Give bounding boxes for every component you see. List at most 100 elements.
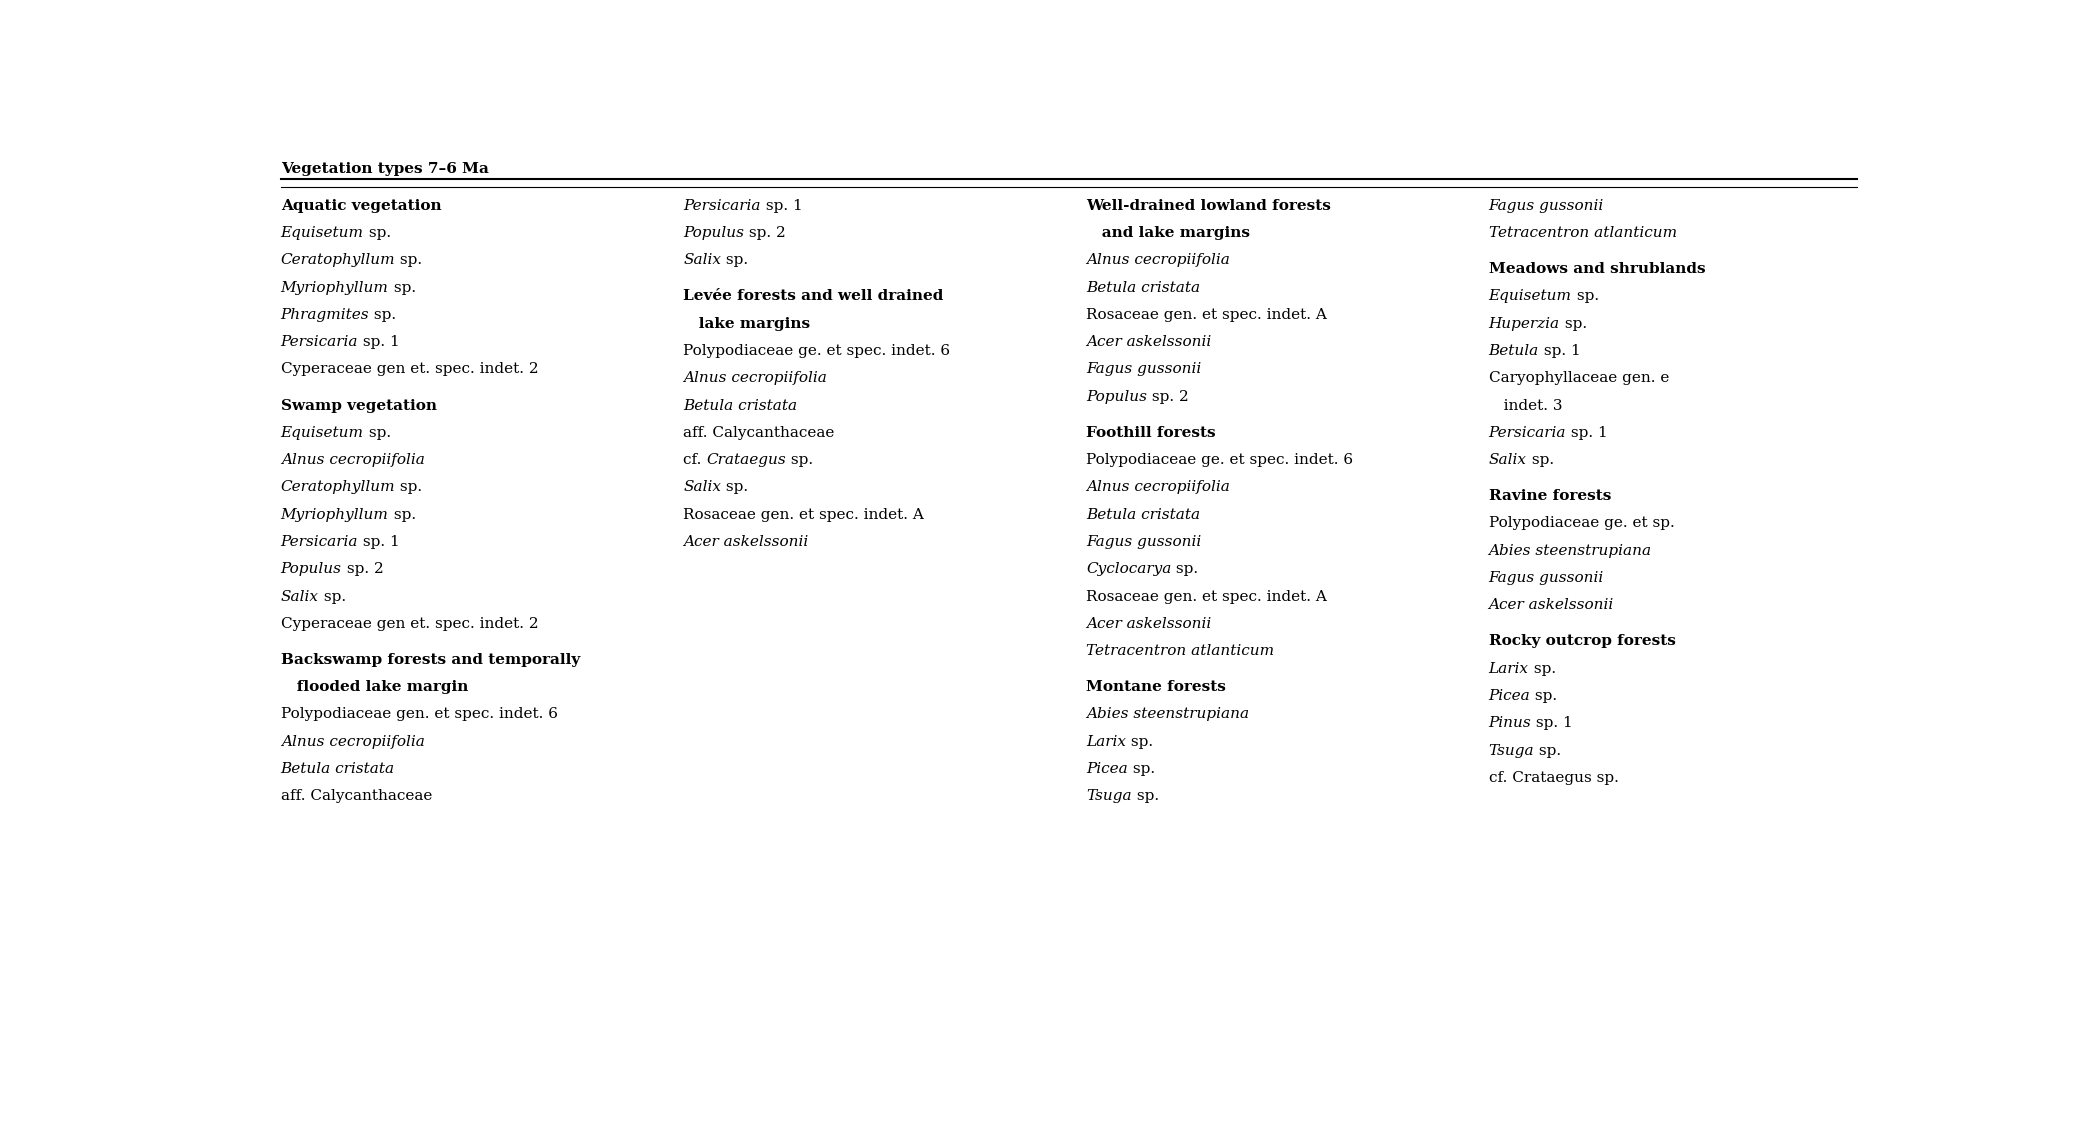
Text: sp.: sp. [1527, 453, 1554, 467]
Text: Polypodiaceae ge. et spec. indet. 6: Polypodiaceae ge. et spec. indet. 6 [684, 344, 950, 358]
Text: Caryophyllaceae gen. e: Caryophyllaceae gen. e [1488, 371, 1669, 385]
Text: Betula cristata: Betula cristata [1087, 507, 1199, 521]
Text: Picea: Picea [1488, 689, 1529, 703]
Text: Equisetum: Equisetum [281, 226, 364, 240]
Text: Rosaceae gen. et spec. indet. A: Rosaceae gen. et spec. indet. A [684, 507, 925, 521]
Text: sp.: sp. [1133, 790, 1160, 804]
Text: Larix: Larix [1087, 735, 1126, 749]
Text: Acer askelssonii: Acer askelssonii [1488, 598, 1615, 613]
Text: Persicaria: Persicaria [684, 199, 761, 213]
Text: and lake margins: and lake margins [1087, 226, 1249, 240]
Text: aff. Calycanthaceae: aff. Calycanthaceae [281, 790, 432, 804]
Text: sp.: sp. [395, 480, 422, 495]
Text: sp. 1: sp. 1 [357, 535, 399, 549]
Text: Tetracentron atlanticum: Tetracentron atlanticum [1087, 645, 1274, 658]
Text: sp. 1: sp. 1 [1567, 426, 1608, 440]
Text: Acer askelssonii: Acer askelssonii [1087, 617, 1211, 631]
Text: Alnus cecropiifolia: Alnus cecropiifolia [1087, 480, 1230, 495]
Text: sp.: sp. [389, 507, 416, 521]
Text: Ravine forests: Ravine forests [1488, 489, 1610, 503]
Text: sp. 2: sp. 2 [1147, 390, 1189, 403]
Text: sp.: sp. [721, 480, 748, 495]
Text: Betula cristata: Betula cristata [684, 399, 798, 413]
Text: sp.: sp. [1172, 562, 1199, 576]
Text: Levée forests and well drained: Levée forests and well drained [684, 289, 943, 303]
Text: Abies steenstrupiana: Abies steenstrupiana [1488, 544, 1652, 558]
Text: Polypodiaceae gen. et spec. indet. 6: Polypodiaceae gen. et spec. indet. 6 [281, 708, 557, 721]
Text: aff. Calycanthaceae: aff. Calycanthaceae [684, 426, 835, 440]
Text: Cyperaceae gen et. spec. indet. 2: Cyperaceae gen et. spec. indet. 2 [281, 362, 538, 376]
Text: Fagus gussonii: Fagus gussonii [1488, 199, 1604, 213]
Text: Salix: Salix [281, 590, 318, 604]
Text: cf.: cf. [684, 453, 707, 467]
Text: Alnus cecropiifolia: Alnus cecropiifolia [684, 371, 827, 385]
Text: Polypodiaceae ge. et spec. indet. 6: Polypodiaceae ge. et spec. indet. 6 [1087, 453, 1353, 467]
Text: cf. Crataegus sp.: cf. Crataegus sp. [1488, 770, 1619, 785]
Text: Populus: Populus [1087, 390, 1147, 403]
Text: sp.: sp. [364, 226, 391, 240]
Text: sp.: sp. [395, 254, 422, 267]
Text: Persicaria: Persicaria [281, 535, 357, 549]
Text: Cyclocarya: Cyclocarya [1087, 562, 1172, 576]
Text: Salix: Salix [1488, 453, 1527, 467]
Text: sp. 1: sp. 1 [761, 199, 802, 213]
Text: Equisetum: Equisetum [1488, 289, 1571, 303]
Text: Vegetation types 7–6 Ma: Vegetation types 7–6 Ma [281, 162, 488, 176]
Text: Ceratophyllum: Ceratophyllum [281, 480, 395, 495]
Text: sp.: sp. [785, 453, 812, 467]
Text: Alnus cecropiifolia: Alnus cecropiifolia [281, 453, 424, 467]
Text: sp.: sp. [1561, 317, 1588, 330]
Text: sp.: sp. [1534, 744, 1561, 758]
Text: indet. 3: indet. 3 [1488, 399, 1563, 413]
Text: Montane forests: Montane forests [1087, 680, 1226, 694]
Text: Persicaria: Persicaria [1488, 426, 1567, 440]
Text: Populus: Populus [684, 226, 744, 240]
Text: Fagus gussonii: Fagus gussonii [1087, 362, 1201, 376]
Text: Fagus gussonii: Fagus gussonii [1488, 572, 1604, 585]
Text: Betula: Betula [1488, 344, 1540, 358]
Text: Swamp vegetation: Swamp vegetation [281, 399, 436, 413]
Text: sp. 2: sp. 2 [744, 226, 785, 240]
Text: sp.: sp. [1126, 735, 1153, 749]
Text: sp.: sp. [318, 590, 345, 604]
Text: flooded lake margin: flooded lake margin [281, 680, 468, 694]
Text: Foothill forests: Foothill forests [1087, 426, 1216, 440]
Text: sp. 1: sp. 1 [1540, 344, 1581, 358]
Text: Meadows and shrublands: Meadows and shrublands [1488, 262, 1706, 277]
Text: Pinus: Pinus [1488, 717, 1531, 730]
Text: Well-drained lowland forests: Well-drained lowland forests [1087, 199, 1330, 213]
Text: Acer askelssonii: Acer askelssonii [1087, 335, 1211, 349]
Text: sp.: sp. [721, 254, 748, 267]
Text: Salix: Salix [684, 480, 721, 495]
Text: Abies steenstrupiana: Abies steenstrupiana [1087, 708, 1249, 721]
Text: Rosaceae gen. et spec. indet. A: Rosaceae gen. et spec. indet. A [1087, 590, 1326, 604]
Text: sp. 1: sp. 1 [1531, 717, 1573, 730]
Text: Tsuga: Tsuga [1488, 744, 1534, 758]
Text: Alnus cecropiifolia: Alnus cecropiifolia [281, 735, 424, 749]
Text: Crataegus: Crataegus [707, 453, 785, 467]
Text: sp.: sp. [389, 281, 416, 295]
Text: Picea: Picea [1087, 762, 1128, 776]
Text: Acer askelssonii: Acer askelssonii [684, 535, 808, 549]
Text: Betula cristata: Betula cristata [1087, 281, 1199, 295]
Text: lake margins: lake margins [684, 317, 810, 330]
Text: sp. 2: sp. 2 [341, 562, 384, 576]
Text: sp.: sp. [1529, 689, 1556, 703]
Text: Aquatic vegetation: Aquatic vegetation [281, 199, 441, 213]
Text: sp.: sp. [370, 307, 397, 322]
Text: sp.: sp. [1529, 662, 1556, 676]
Text: Persicaria: Persicaria [281, 335, 357, 349]
Text: Ceratophyllum: Ceratophyllum [281, 254, 395, 267]
Text: Huperzia: Huperzia [1488, 317, 1561, 330]
Text: Betula cristata: Betula cristata [281, 762, 395, 776]
Text: Populus: Populus [281, 562, 341, 576]
Text: Tetracentron atlanticum: Tetracentron atlanticum [1488, 226, 1677, 240]
Text: Backswamp forests and temporally: Backswamp forests and temporally [281, 653, 580, 666]
Text: Phragmites: Phragmites [281, 307, 370, 322]
Text: Equisetum: Equisetum [281, 426, 364, 440]
Text: sp. 1: sp. 1 [357, 335, 399, 349]
Text: Myriophyllum: Myriophyllum [281, 281, 389, 295]
Text: Rosaceae gen. et spec. indet. A: Rosaceae gen. et spec. indet. A [1087, 307, 1326, 322]
Text: sp.: sp. [1128, 762, 1155, 776]
Text: Tsuga: Tsuga [1087, 790, 1133, 804]
